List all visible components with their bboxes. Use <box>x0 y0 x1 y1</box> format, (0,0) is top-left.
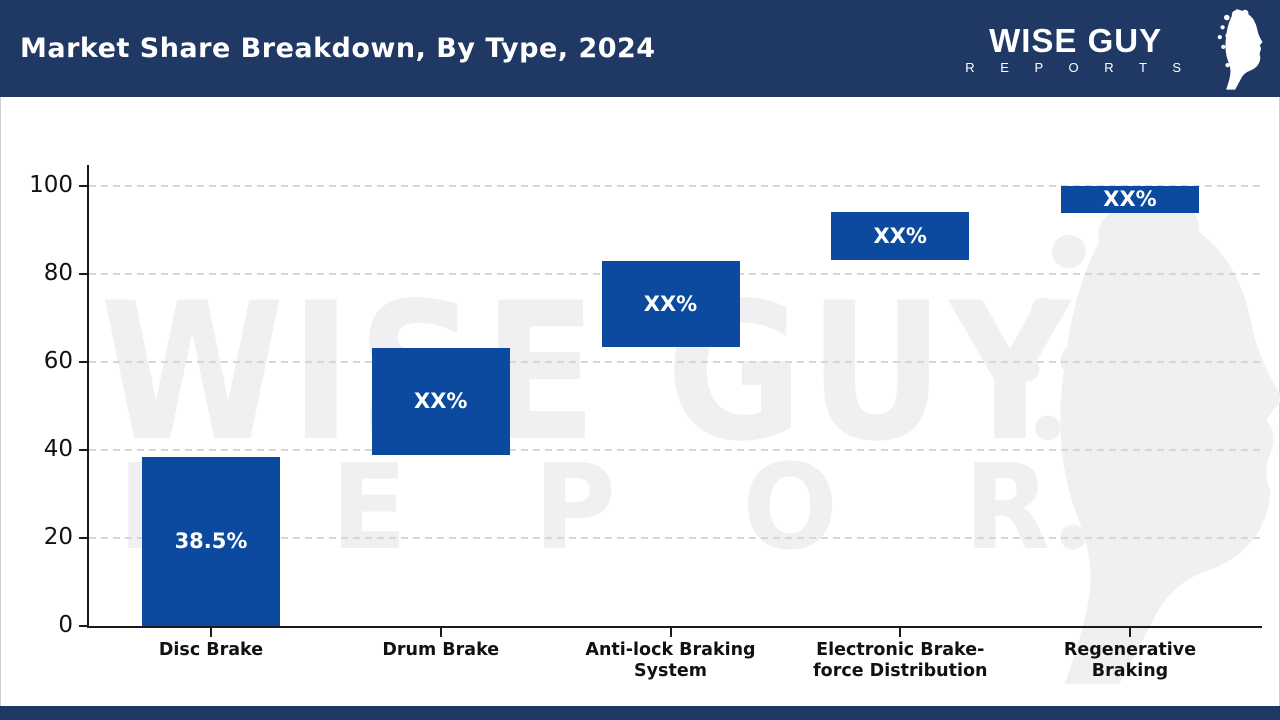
watermark-text-line1: WISE GUY <box>100 262 1076 483</box>
y-tick-40 <box>79 449 88 451</box>
y-tick-label-100: 100 <box>29 172 73 198</box>
bar-value-label-disc-brake: 38.5% <box>174 529 248 554</box>
y-tick-20 <box>79 537 88 539</box>
bar-regenerative-braking: XX% <box>1061 186 1199 213</box>
y-tick-label-40: 40 <box>43 436 73 462</box>
x-tick-electronic-brake-force-distribution <box>899 628 902 637</box>
gridline-100 <box>89 185 1262 187</box>
x-axis-line <box>87 626 1262 628</box>
bar-value-label-anti-lock-braking-system: XX% <box>643 291 698 316</box>
bar-value-label-regenerative-braking: XX% <box>1103 187 1157 212</box>
gridline-60 <box>89 361 1262 363</box>
x-category-label-anti-lock-braking-system: Anti-lock Braking System <box>585 640 756 681</box>
page-title: Market Share Breakdown, By Type, 2024 <box>20 33 656 64</box>
y-tick-0 <box>79 625 88 627</box>
x-tick-regenerative-braking <box>1129 628 1131 637</box>
footer-bar <box>0 706 1280 720</box>
x-category-label-disc-brake: Disc Brake <box>158 640 264 660</box>
x-category-label-electronic-brake-force-distribution: Electronic Brake-force Distribution <box>813 640 988 681</box>
y-tick-label-0: 0 <box>58 612 73 638</box>
x-category-label-regenerative-braking: Regenerative Braking <box>1063 640 1197 681</box>
brand-name: WISE GUY <box>989 21 1163 59</box>
y-tick-label-20: 20 <box>43 524 73 550</box>
bar-value-label-electronic-brake-force-distribution: XX% <box>873 223 927 248</box>
bar-anti-lock-braking-system: XX% <box>601 260 740 348</box>
bar-drum-brake: XX% <box>371 347 510 455</box>
y-tick-100 <box>79 185 88 187</box>
gridline-20 <box>89 537 1262 539</box>
bar-value-label-drum-brake: XX% <box>414 389 468 414</box>
x-tick-anti-lock-braking-system <box>669 628 672 637</box>
x-tick-drum-brake <box>439 628 442 637</box>
header-bar: Market Share Breakdown, By Type, 2024 WI… <box>0 0 1280 97</box>
bar-electronic-brake-force-distribution: XX% <box>831 211 970 260</box>
brand-logo: WISE GUY R E P O R T S <box>965 6 1268 92</box>
y-axis-line <box>87 165 89 628</box>
y-tick-label-80: 80 <box>43 260 73 286</box>
x-tick-disc-brake <box>210 628 212 637</box>
y-tick-label-60: 60 <box>43 348 73 374</box>
gridline-40 <box>89 449 1262 451</box>
watermark-face-icon <box>1014 201 1280 685</box>
bar-disc-brake: 38.5% <box>142 456 280 626</box>
y-tick-80 <box>79 273 88 275</box>
y-tick-60 <box>79 361 88 363</box>
x-category-label-drum-brake: Drum Brake <box>382 640 500 660</box>
brand-subtitle: R E P O R T S <box>965 59 1192 75</box>
brand-face-icon <box>1217 9 1263 90</box>
